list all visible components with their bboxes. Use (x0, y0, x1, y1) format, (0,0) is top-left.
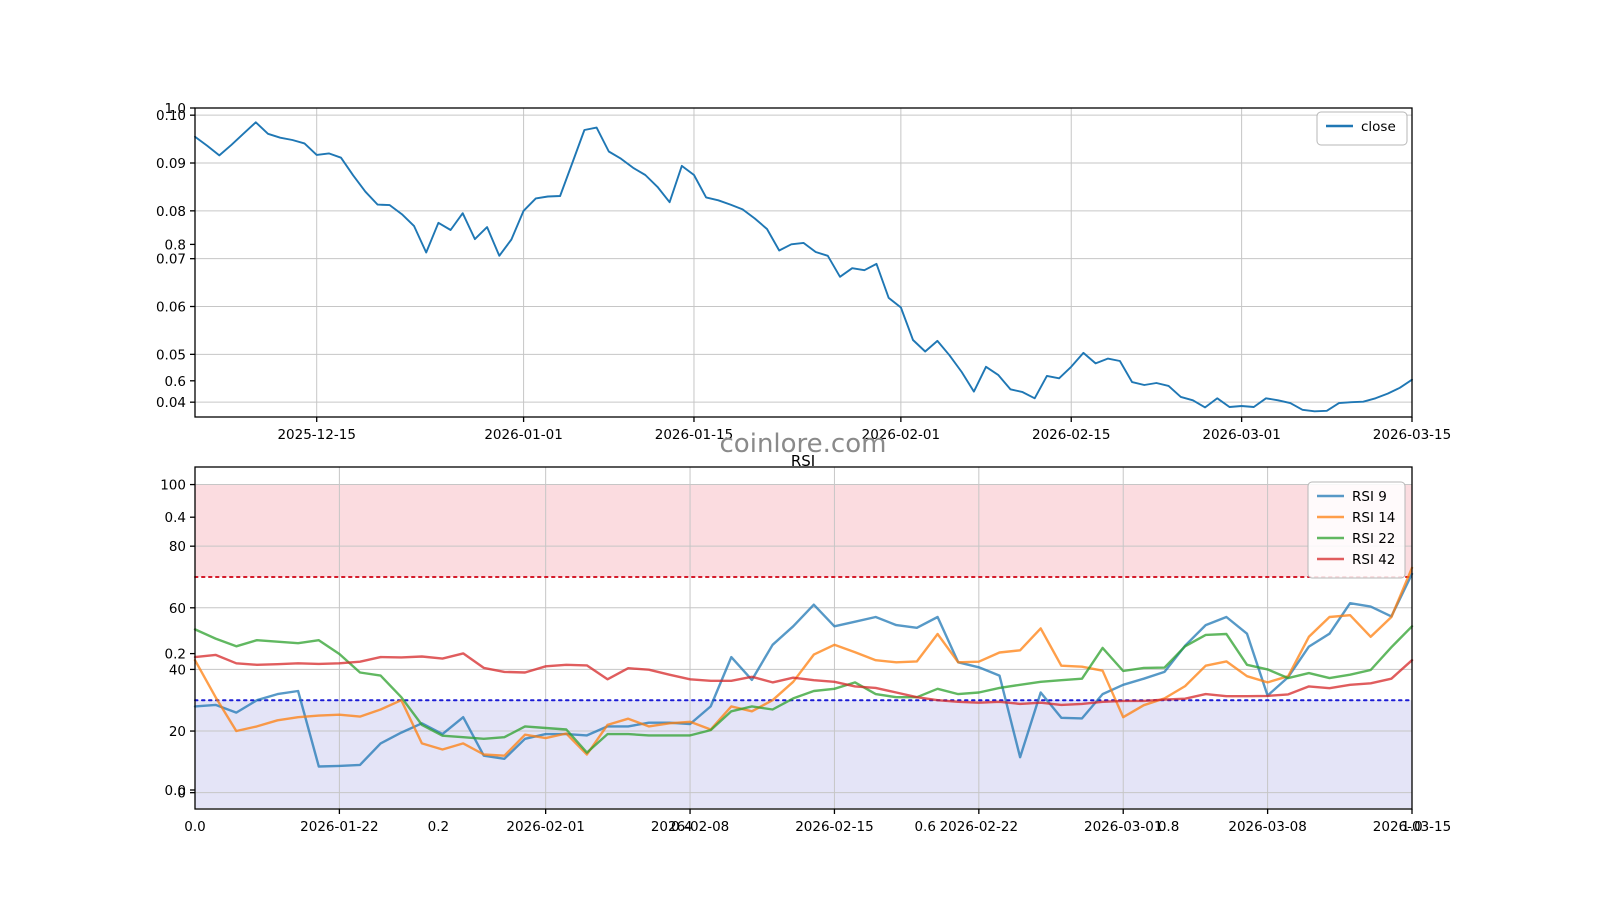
legend-box (1316, 111, 1408, 146)
y-tick-label: 60 (169, 601, 186, 617)
overbought-band (195, 484, 1412, 577)
overlay-x-tick-label: 0.8 (1158, 819, 1179, 835)
x-tick-label: 2026-02-15 (1032, 427, 1110, 443)
y-tick-label: 0.05 (156, 347, 186, 363)
y-tick-label: 100 (160, 478, 186, 494)
legend: close (1316, 111, 1408, 146)
x-tick-label: 2026-03-01 (1202, 427, 1280, 443)
watermark: coinlore.com (720, 429, 887, 459)
x-tick-label: 2026-02-01 (506, 819, 584, 835)
overlay-y-tick-label: 0.6 (165, 374, 186, 390)
series-rsi-14 (193, 566, 1414, 757)
x-tick-label: 2026-01-15 (655, 427, 733, 443)
overlay-y-tick-label: 0.4 (165, 510, 186, 526)
legend: RSI 9 RSI 14 RSI 22 RSI 42 (1307, 481, 1406, 579)
x-tick-label: 2026-02-22 (940, 819, 1018, 835)
y-tick-label: 0.10 (156, 108, 186, 124)
series-rsi-22 (193, 625, 1414, 754)
overlay-x-tick-label: 1.0 (1401, 819, 1422, 835)
x-tick-label: 2026-01-01 (484, 427, 562, 443)
overlay-x-tick-label: 0.6 (914, 819, 935, 835)
legend-label: RSI 22 (1352, 531, 1395, 547)
axes-spine (194, 466, 1413, 810)
y-tick-label: 0 (177, 786, 186, 802)
overlay-y-tick-label: 0.2 (165, 647, 186, 663)
y-tick-label: 0.07 (156, 252, 186, 268)
y-tick-label: 20 (169, 724, 186, 740)
y-tick-label: 0.06 (156, 300, 186, 316)
legend-label: close (1361, 119, 1396, 135)
y-tick-label: 0.09 (156, 156, 186, 172)
x-tick-label: 2026-03-15 (1373, 819, 1451, 835)
x-tick-label: 2026-01-22 (300, 819, 378, 835)
overlay-x-tick-label: 0.0 (184, 819, 205, 835)
y-tick-label: 80 (169, 539, 186, 555)
y-tick-label: 0.04 (156, 395, 186, 411)
legend-label: RSI 9 (1352, 489, 1387, 505)
overlay-y-tick-label: 0.0 (165, 783, 186, 799)
series-close (194, 121, 1413, 413)
series-rsi-42 (193, 652, 1414, 707)
overlay-x-tick-label: 0.4 (671, 819, 692, 835)
rsi-panel-title: RSI (791, 452, 815, 470)
legend-label: RSI 42 (1352, 552, 1395, 568)
overlay-x-tick-label: 0.2 (428, 819, 449, 835)
y-tick-label: 40 (169, 662, 186, 678)
price-chart: 0.10 0.09 0.08 0.07 0.06 0.05 0.04 2025-12-15 20… (156, 107, 1451, 443)
overlay-y-tick-label: 1.0 (165, 101, 186, 117)
legend-label: RSI 14 (1352, 510, 1395, 526)
rsi-chart: 100 80 60 40 20 0 2026-01-22 2026-02-01 2026-02-… (160, 466, 1451, 835)
x-tick-label: 2026-03-08 (1228, 819, 1306, 835)
x-tick-label: 2026-02-01 (862, 427, 940, 443)
overlay-y-tick-label: 0.8 (165, 237, 186, 253)
stray-overlay-axis: 1.0 0.8 0.6 0.4 0.2 0.0 0.0 0.2 0.4 0.6 0.8 1.0 (165, 101, 1423, 835)
x-tick-label: 2026-03-01 (1084, 819, 1162, 835)
x-tick-label: 2026-03-15 (1373, 427, 1451, 443)
y-tick-label: 0.08 (156, 204, 186, 220)
legend-box (1307, 481, 1406, 579)
axes-spine (194, 107, 1413, 418)
x-tick-label: 2025-12-15 (277, 427, 355, 443)
oversold-band (195, 700, 1412, 808)
x-tick-label: 2026-02-08 (651, 819, 729, 835)
series-rsi-9 (193, 572, 1414, 768)
x-tick-label: 2026-02-15 (795, 819, 873, 835)
